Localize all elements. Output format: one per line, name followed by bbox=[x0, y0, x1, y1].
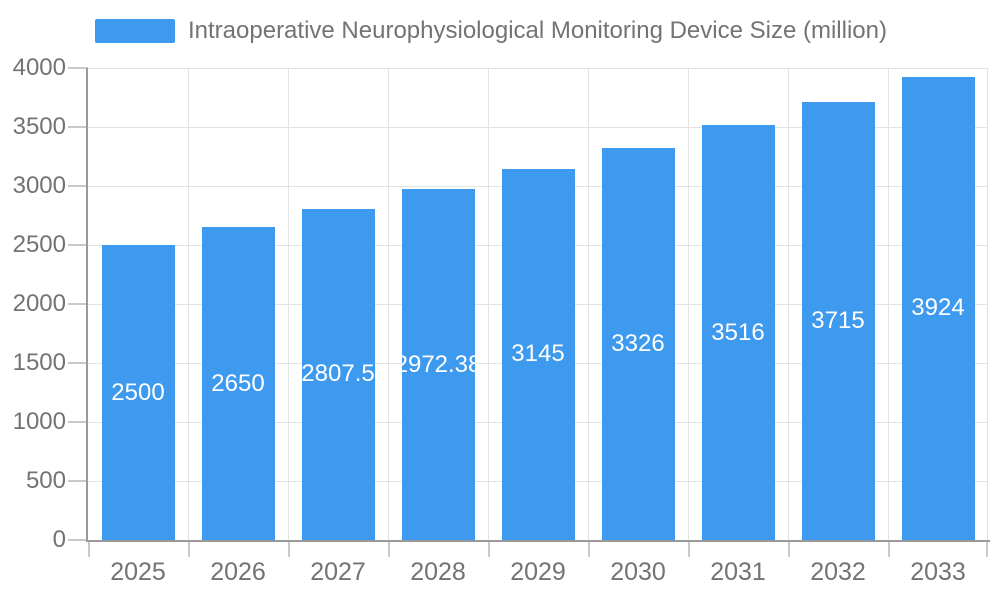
y-axis-tick bbox=[68, 362, 88, 364]
x-axis-label: 2033 bbox=[910, 558, 966, 586]
x-axis-tick bbox=[986, 542, 988, 557]
x-gridline bbox=[688, 68, 689, 540]
y-axis-tick bbox=[68, 539, 88, 541]
y-axis-label: 4000 bbox=[12, 54, 66, 81]
x-gridline bbox=[288, 68, 289, 540]
x-axis-label: 2029 bbox=[510, 558, 566, 586]
y-axis-label: 2000 bbox=[12, 290, 66, 317]
x-gridline bbox=[188, 68, 189, 540]
bar[interactable]: 3715 bbox=[801, 101, 875, 540]
legend-swatch bbox=[95, 19, 175, 43]
bar-value-label: 3924 bbox=[911, 294, 965, 322]
x-axis-label: 2026 bbox=[210, 558, 266, 586]
bar-value-label: 2650 bbox=[211, 369, 265, 397]
y-axis-tick bbox=[68, 244, 88, 246]
bar[interactable]: 3924 bbox=[901, 76, 975, 540]
y-axis-line bbox=[86, 68, 88, 540]
bar[interactable]: 2500 bbox=[101, 245, 175, 540]
bar[interactable]: 3145 bbox=[501, 168, 575, 540]
bar[interactable]: 2807.5 bbox=[301, 208, 375, 540]
y-axis-tick bbox=[68, 480, 88, 482]
x-axis-label: 2032 bbox=[810, 558, 866, 586]
y-gridline bbox=[88, 126, 988, 128]
bar-value-label: 3326 bbox=[611, 329, 665, 357]
bar-value-label: 2500 bbox=[111, 378, 165, 406]
x-axis-label: 2028 bbox=[410, 558, 466, 586]
y-axis-tick bbox=[68, 303, 88, 305]
x-axis-label: 2027 bbox=[310, 558, 366, 586]
legend-label: Intraoperative Neurophysiological Monito… bbox=[188, 17, 887, 44]
bar-value-label: 2807.5 bbox=[301, 360, 375, 388]
x-axis-tick bbox=[388, 542, 390, 557]
bar-value-label: 2972.38 bbox=[402, 350, 475, 378]
x-gridline bbox=[588, 68, 589, 540]
y-axis-label: 2500 bbox=[12, 231, 66, 258]
x-axis-label: 2025 bbox=[110, 558, 166, 586]
y-axis-label: 3500 bbox=[12, 113, 66, 140]
bar-value-label: 3516 bbox=[711, 318, 765, 346]
x-gridline bbox=[888, 68, 889, 540]
x-axis-tick bbox=[88, 542, 90, 557]
x-axis-tick bbox=[688, 542, 690, 557]
y-axis-label: 3000 bbox=[12, 172, 66, 199]
x-axis-line bbox=[86, 540, 990, 542]
bar[interactable]: 2972.38 bbox=[401, 189, 475, 540]
y-axis-label: 0 bbox=[52, 526, 66, 553]
y-axis-tick bbox=[68, 126, 88, 128]
y-gridline bbox=[88, 68, 988, 69]
y-axis-label: 1000 bbox=[12, 408, 66, 435]
x-gridline bbox=[987, 68, 988, 540]
plot-area: 0 500 1000 1500 2000 2500 3000 3500 4000 2500 2025… bbox=[13, 56, 990, 586]
x-axis-tick bbox=[588, 542, 590, 557]
x-gridline bbox=[388, 68, 389, 540]
bar[interactable]: 2650 bbox=[201, 227, 275, 540]
x-axis-tick bbox=[488, 542, 490, 557]
x-gridline bbox=[488, 68, 489, 540]
x-gridline bbox=[788, 68, 789, 540]
y-axis-tick bbox=[68, 421, 88, 423]
x-axis-label: 2031 bbox=[710, 558, 766, 586]
x-axis-tick bbox=[288, 542, 290, 557]
y-axis-tick bbox=[68, 185, 88, 187]
y-axis-tick bbox=[68, 67, 88, 69]
x-axis-tick bbox=[888, 542, 890, 557]
bar[interactable]: 3326 bbox=[601, 147, 675, 540]
x-axis-tick bbox=[188, 542, 190, 557]
legend-item[interactable]: Intraoperative Neurophysiological Monito… bbox=[95, 19, 887, 43]
y-axis-label: 1500 bbox=[12, 349, 66, 376]
bar-value-label: 3145 bbox=[511, 340, 565, 368]
x-axis-label: 2030 bbox=[610, 558, 666, 586]
bar[interactable]: 3516 bbox=[701, 125, 775, 540]
bar-value-label: 3715 bbox=[811, 306, 865, 334]
x-axis-tick bbox=[788, 542, 790, 557]
y-axis-label: 500 bbox=[25, 467, 66, 494]
